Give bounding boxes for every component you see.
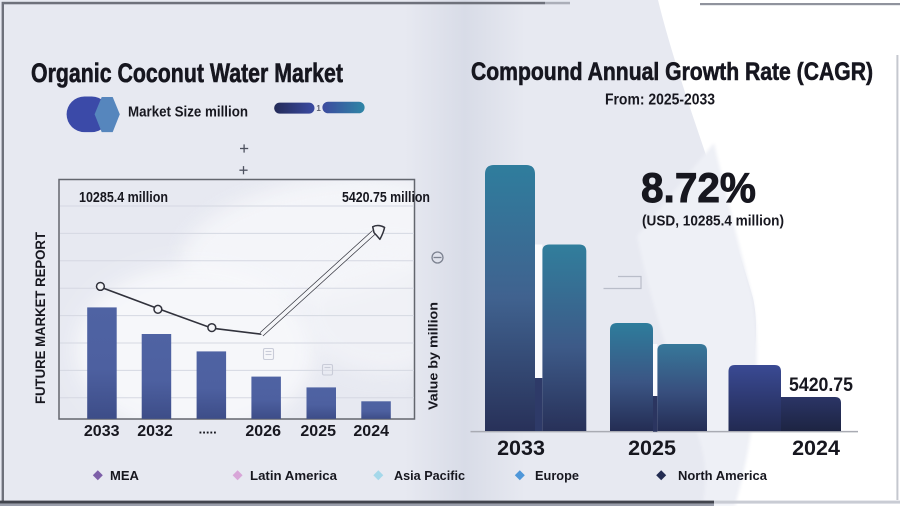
svg-text:2032: 2032 [137,423,173,440]
svg-text:2024: 2024 [353,423,389,440]
svg-text:2024: 2024 [792,436,840,460]
svg-text:FUTURE MARKET REPORT: FUTURE MARKET REPORT [33,231,48,404]
svg-text:Compound Annual Growth Rate (C: Compound Annual Growth Rate (CAGR) [471,58,873,86]
svg-text:.....: ..... [199,422,217,437]
svg-text:(USD, 10285.4 million): (USD, 10285.4 million) [642,213,784,230]
svg-text:Market Size million: Market Size million [128,104,248,121]
svg-text:MEA: MEA [110,468,140,483]
svg-text:2033: 2033 [497,436,545,460]
svg-text:Asia Pacific: Asia Pacific [394,468,465,483]
svg-text:Europe: Europe [535,468,579,483]
svg-text:5420.75 million: 5420.75 million [342,189,430,206]
svg-text:Organic Coconut Water Market: Organic Coconut Water Market [31,58,343,88]
svg-text:10285.4 million: 10285.4 million [79,189,168,206]
svg-text:2033: 2033 [84,423,120,440]
svg-text:8.72%: 8.72% [641,164,756,211]
svg-text:2025: 2025 [628,436,676,460]
svg-text:2025: 2025 [300,423,336,440]
svg-text:Latin America: Latin America [250,468,338,483]
svg-text:1: 1 [316,104,321,113]
svg-text:From: 2025-2033: From: 2025-2033 [605,92,715,109]
svg-text:2026: 2026 [245,423,281,440]
svg-text:5420.75: 5420.75 [789,374,853,396]
svg-text:North America: North America [678,468,768,483]
svg-text:Value by million: Value by million [426,302,441,410]
